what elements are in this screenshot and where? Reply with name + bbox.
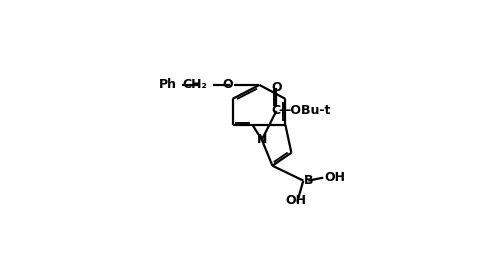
Text: Ph: Ph [159,78,177,91]
Text: —OBu-t: —OBu-t [278,104,331,117]
Text: —: — [213,78,227,92]
Text: B: B [304,174,314,187]
Text: OH: OH [324,171,345,184]
Text: O: O [222,78,232,91]
Text: O: O [271,81,282,94]
Text: C: C [272,104,281,117]
Text: OH: OH [286,193,307,207]
Text: N: N [257,133,267,146]
Text: —: — [186,78,200,92]
Text: CH₂: CH₂ [182,78,207,91]
